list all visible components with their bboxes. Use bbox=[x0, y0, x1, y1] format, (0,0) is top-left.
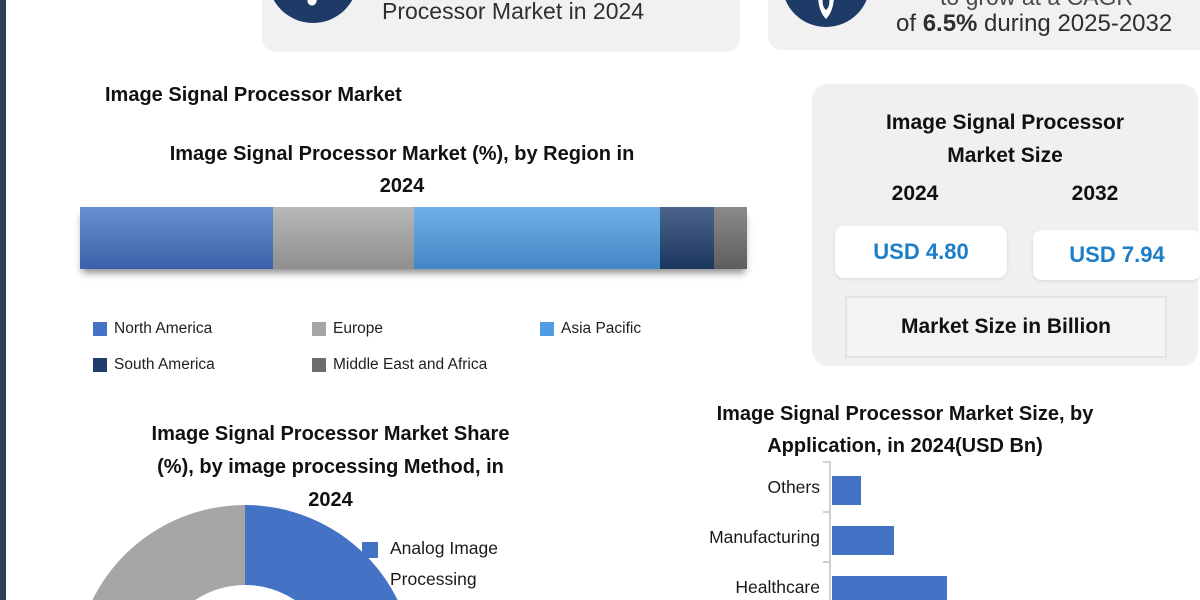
legend-swatch-north-america bbox=[93, 322, 107, 336]
category-label-healthcare: Healthcare bbox=[735, 577, 820, 597]
region-segment-middle-east-africa bbox=[713, 207, 747, 269]
region-chart-title-line2: 2024 bbox=[379, 175, 425, 197]
legend-label-asia-pacific: Asia Pacific bbox=[561, 320, 642, 337]
year-2032-label: 2032 bbox=[1071, 182, 1119, 205]
legend-swatch-middle-east-africa bbox=[312, 358, 326, 372]
axis-tick bbox=[823, 461, 830, 463]
market-size-panel: Image Signal Processor Market Size 2024 … bbox=[812, 84, 1200, 366]
header-right-text: of 6.5% during 2025-2032 bbox=[896, 10, 1172, 38]
market-size-title-line2: Market Size bbox=[947, 144, 1063, 167]
header-card-left: Processor Market in 2024 bbox=[262, 0, 740, 52]
header-right-text-prefix: of bbox=[896, 10, 923, 37]
page-title: Image Signal Processor Market bbox=[105, 84, 402, 106]
application-chart-axis bbox=[829, 461, 831, 600]
legend-swatch-asia-pacific bbox=[540, 322, 554, 336]
left-accent-border bbox=[0, 0, 6, 600]
market-size-panel-title: Image Signal Processor Market Size bbox=[812, 106, 1198, 172]
region-segment-north-america bbox=[80, 207, 274, 269]
market-value-2032: USD 7.94 bbox=[1033, 230, 1200, 280]
legend-swatch-europe bbox=[312, 322, 326, 336]
legend-item-south-america: South America bbox=[93, 356, 215, 374]
header-right-text-suffix: during 2025-2032 bbox=[977, 10, 1173, 37]
application-chart-title: Image Signal Processor Market Size, by A… bbox=[640, 398, 1170, 462]
legend-swatch-south-america bbox=[93, 358, 107, 372]
region-chart-title: Image Signal Processor Market (%), by Re… bbox=[112, 138, 692, 202]
bar-manufacturing bbox=[832, 526, 895, 555]
application-chart-title-line1: Image Signal Processor Market Size, by bbox=[716, 403, 1094, 425]
axis-tick bbox=[823, 511, 830, 513]
legend-label-south-america: South America bbox=[114, 356, 215, 373]
legend-item-north-america: North America bbox=[93, 320, 212, 338]
legend-label-europe: Europe bbox=[333, 320, 383, 337]
region-chart-title-line1: Image Signal Processor Market (%), by Re… bbox=[169, 143, 635, 165]
analog-legend-line2: Processing bbox=[390, 569, 477, 589]
analog-legend-line1: Analog Image bbox=[390, 538, 498, 558]
legend-label-middle-east-africa: Middle East and Africa bbox=[333, 356, 488, 373]
axis-tick bbox=[823, 561, 830, 563]
region-segment-south-america bbox=[660, 207, 714, 269]
legend-label-north-america: North America bbox=[114, 320, 213, 337]
header-right-cagr-value: 6.5% bbox=[922, 10, 978, 37]
legend-swatch-analog-image-processing bbox=[362, 542, 378, 558]
year-2024-label: 2024 bbox=[891, 182, 939, 205]
method-chart-title-line3: 2024 bbox=[308, 489, 353, 511]
header-card-right: to grow at a CAGR of 6.5% during 2025-20… bbox=[768, 0, 1200, 50]
method-chart-title-line2: (%), by image processing Method, in bbox=[157, 456, 504, 478]
bar-others bbox=[832, 476, 861, 505]
market-value-2024: USD 4.80 bbox=[835, 226, 1007, 278]
header-right-clipped-line: to grow at a CAGR bbox=[940, 0, 1133, 11]
application-chart-title-line2: Application, in 2024(USD Bn) bbox=[767, 435, 1043, 457]
region-segment-asia-pacific bbox=[413, 207, 661, 269]
category-label-others: Others bbox=[767, 477, 820, 497]
rocket-flame-icon bbox=[785, 0, 867, 27]
header-left-text: Processor Market in 2024 bbox=[382, 0, 645, 24]
category-label-manufacturing: Manufacturing bbox=[709, 527, 820, 547]
legend-item-europe: Europe bbox=[312, 320, 383, 338]
region-segment-europe bbox=[273, 207, 414, 269]
bar-healthcare bbox=[832, 576, 948, 600]
trend-circle-icon bbox=[273, 0, 353, 23]
legend-label-analog-image-processing: Analog Image Processing bbox=[390, 533, 498, 595]
legend-item-asia-pacific: Asia Pacific bbox=[540, 320, 641, 338]
method-chart-title-line1: Image Signal Processor Market Share bbox=[151, 423, 510, 445]
market-size-unit-box: Market Size in Billion bbox=[845, 296, 1167, 358]
region-stacked-bar bbox=[80, 207, 747, 269]
method-chart-title: Image Signal Processor Market Share (%),… bbox=[88, 418, 573, 517]
legend-item-middle-east-africa: Middle East and Africa bbox=[312, 356, 487, 374]
market-size-title-line1: Image Signal Processor bbox=[885, 111, 1125, 134]
